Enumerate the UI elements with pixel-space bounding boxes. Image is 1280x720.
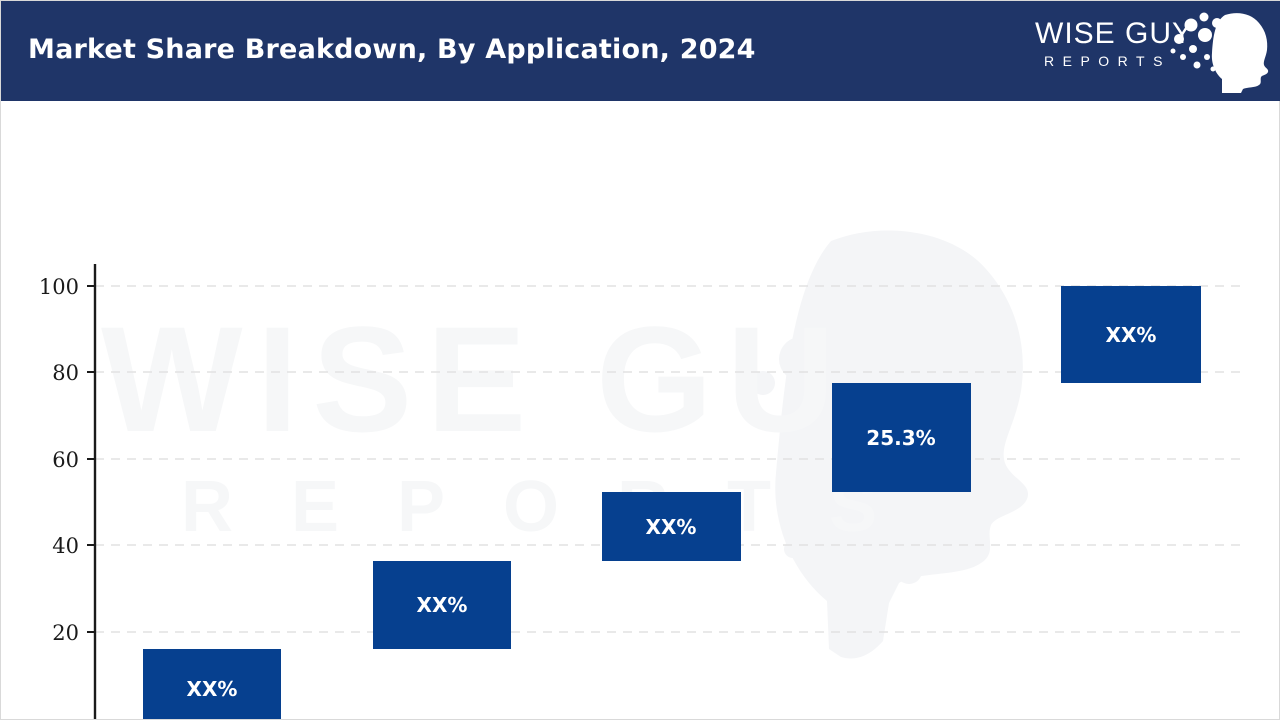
- bar-construction: [1061, 286, 1201, 383]
- bar-label-automotive: XX%: [187, 677, 238, 701]
- bar-food-packaging: [602, 492, 741, 561]
- bar-automotive: [143, 649, 281, 719]
- bar-consumer-goods: [832, 383, 971, 492]
- logo-secondary-text: REPORTS: [1044, 53, 1171, 69]
- y-tick-label-0: 0: [66, 718, 79, 719]
- bar-label-construction: XX%: [1106, 323, 1157, 347]
- y-tick-label-20: 20: [52, 621, 79, 645]
- y-tick-label-60: 60: [52, 448, 79, 472]
- page-header: Market Share Breakdown, By Application, …: [1, 1, 1280, 101]
- page-title: Market Share Breakdown, By Application, …: [28, 34, 756, 65]
- waterfall-chart: XX% XX% XX% 25.3% XX% 100 80 60 40 20: [39, 264, 1246, 719]
- chart-plot-area: WISE GU REPORTS: [1, 101, 1279, 719]
- logo-primary-text: WISE GUY: [1035, 17, 1194, 50]
- bar-label-food-packaging: XX%: [646, 515, 697, 539]
- y-tick-label-80: 80: [52, 361, 79, 385]
- bar-series: [143, 286, 1201, 719]
- bar-label-consumer-goods: 25.3%: [866, 426, 935, 450]
- wiseguy-head-icon: [1170, 12, 1269, 93]
- bar-electronics: [373, 561, 511, 649]
- bar-label-electronics: XX%: [417, 593, 468, 617]
- y-tick-label-40: 40: [52, 534, 79, 558]
- y-tick-label-100: 100: [39, 275, 79, 299]
- brand-logo: WISE GUY REPORTS: [1019, 9, 1277, 93]
- bar-value-labels: XX% XX% XX% 25.3% XX%: [187, 323, 1157, 701]
- y-axis: 100 80 60 40 20 0: [39, 264, 97, 719]
